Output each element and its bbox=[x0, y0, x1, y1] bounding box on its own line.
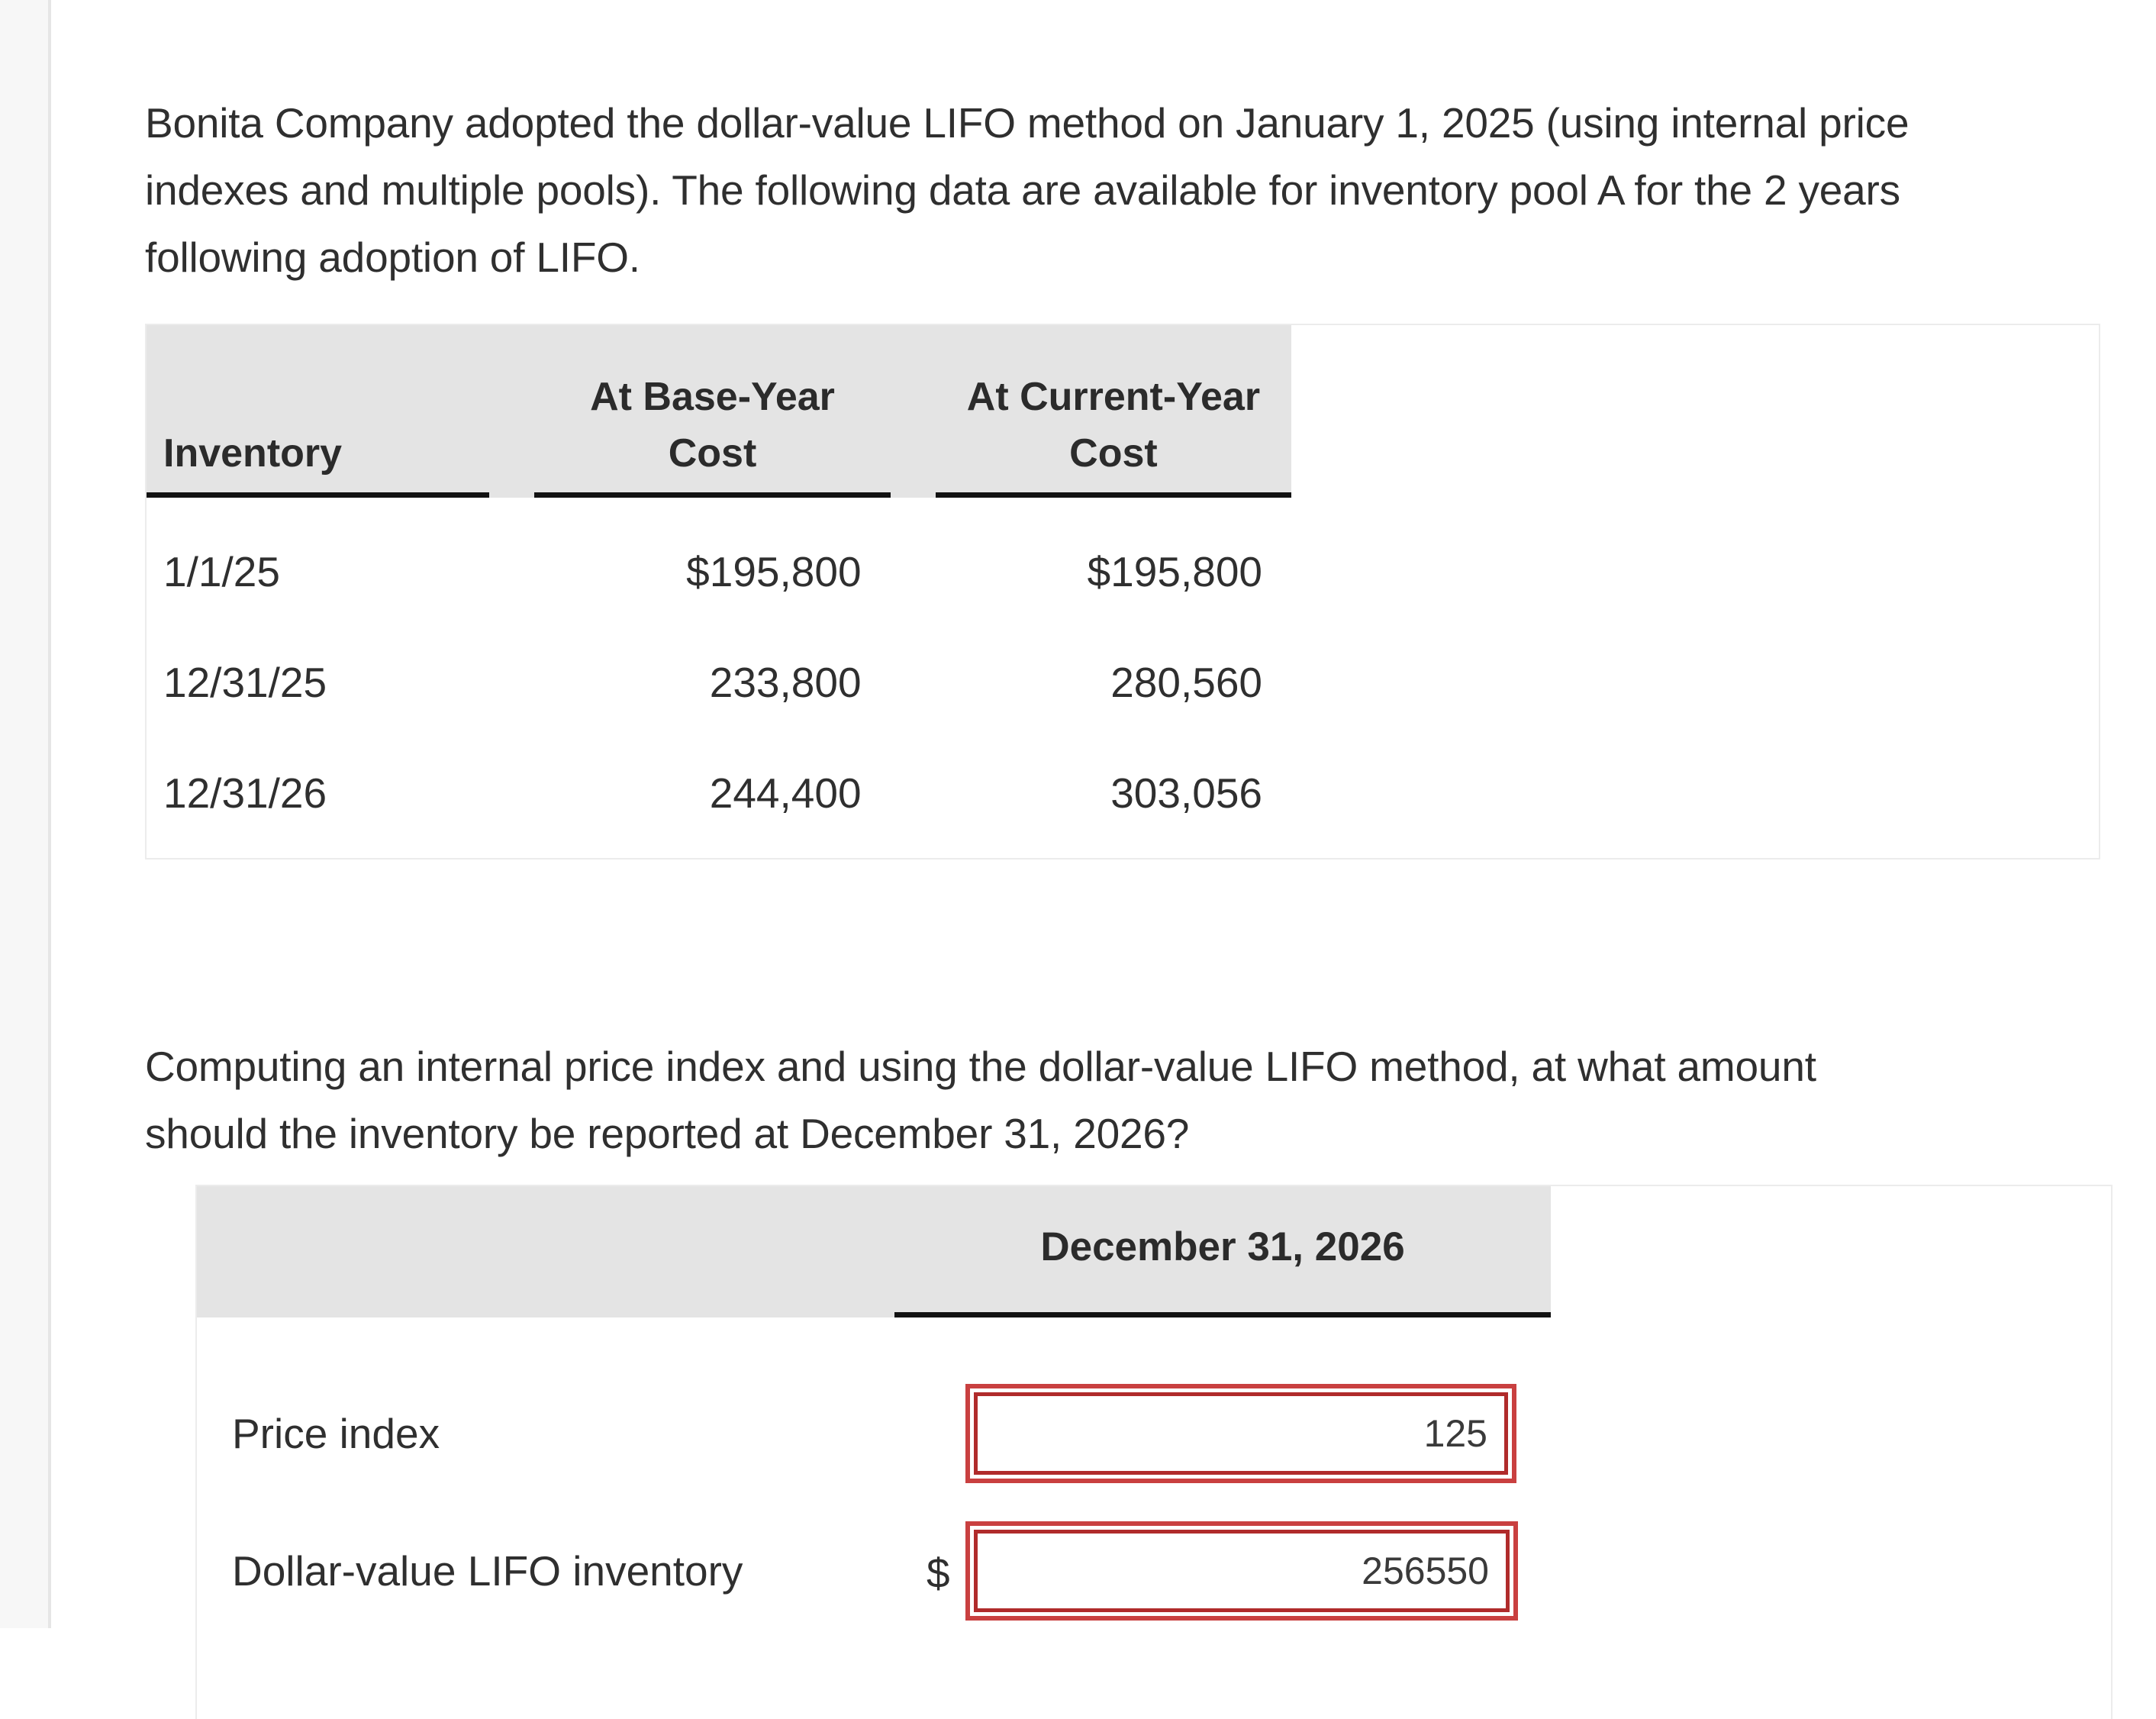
cell-inventory-date: 12/31/25 bbox=[163, 658, 327, 706]
column-header-current-year-line2: Cost bbox=[1069, 431, 1158, 476]
answer-row-price-index: Price index bbox=[197, 1369, 2111, 1498]
table-row: 12/31/26 244,400 303,056 bbox=[147, 737, 1291, 848]
column-header-current-year-cost: At Current-Year Cost bbox=[935, 325, 1291, 498]
currency-symbol: $ bbox=[927, 1550, 950, 1597]
answer-table-card: December 31, 2026 Price index Dollar-val… bbox=[195, 1185, 2112, 1719]
cell-base-year-cost: 233,800 bbox=[709, 658, 862, 706]
content-area: Bonita Company adopted the dollar-value … bbox=[51, 0, 2156, 1719]
cell-gap bbox=[489, 737, 534, 848]
column-header-base-year-line2: Cost bbox=[668, 431, 757, 476]
answer-table-header: December 31, 2026 bbox=[197, 1186, 1551, 1317]
column-header-current-year-line1: At Current-Year bbox=[966, 375, 1261, 419]
dollar-value-lifo-input-wrapper[interactable] bbox=[965, 1521, 1518, 1621]
dollar-value-lifo-input[interactable] bbox=[978, 1534, 1506, 1608]
cell-gap bbox=[489, 498, 534, 627]
cell-base-year-cost: 244,400 bbox=[709, 769, 862, 817]
inventory-data-table: Inventory At Base-Year Cost At Current-Ye… bbox=[147, 325, 1291, 848]
price-index-label: Price index bbox=[232, 1410, 440, 1457]
inventory-data-table-card: Inventory At Base-Year Cost At Current-Ye… bbox=[145, 324, 2100, 860]
cell-gap bbox=[891, 737, 936, 848]
cell-current-year-cost: 303,056 bbox=[1110, 769, 1262, 817]
column-header-base-year-cost: At Base-Year Cost bbox=[534, 325, 891, 498]
price-index-input-wrapper[interactable] bbox=[965, 1384, 1516, 1483]
price-index-input[interactable] bbox=[978, 1396, 1504, 1471]
cell-inventory-date: 12/31/26 bbox=[163, 769, 327, 817]
cell-gap bbox=[891, 498, 936, 627]
cell-gap bbox=[891, 627, 936, 737]
column-gap bbox=[890, 325, 936, 498]
cell-inventory-date: 1/1/25 bbox=[163, 547, 280, 595]
cell-gap bbox=[489, 627, 534, 737]
column-header-inventory: Inventory bbox=[147, 325, 490, 498]
column-gap bbox=[489, 325, 535, 498]
table-row: 12/31/25 233,800 280,560 bbox=[147, 627, 1291, 737]
cell-base-year-cost: $195,800 bbox=[686, 547, 862, 595]
table-row: 1/1/25 $195,800 $195,800 bbox=[147, 498, 1291, 627]
question-paragraph: Computing an internal price index and us… bbox=[145, 1043, 1816, 1157]
column-header-base-year-line1: At Base-Year bbox=[590, 375, 835, 419]
page-left-gutter bbox=[0, 0, 48, 1628]
answer-date-column-header: December 31, 2026 bbox=[894, 1186, 1551, 1317]
table-header-row: Inventory At Base-Year Cost At Current-Ye… bbox=[147, 325, 1291, 498]
page-left-divider bbox=[48, 0, 51, 1628]
intro-paragraph: Bonita Company adopted the dollar-value … bbox=[145, 99, 1909, 281]
dollar-value-lifo-label: Dollar-value LIFO inventory bbox=[232, 1547, 743, 1595]
answer-date-header-label: December 31, 2026 bbox=[1040, 1224, 1405, 1269]
answer-row-dollar-value-lifo: Dollar-value LIFO inventory $ bbox=[197, 1507, 2111, 1635]
cell-current-year-cost: $195,800 bbox=[1087, 547, 1262, 595]
cell-current-year-cost: 280,560 bbox=[1110, 658, 1262, 706]
